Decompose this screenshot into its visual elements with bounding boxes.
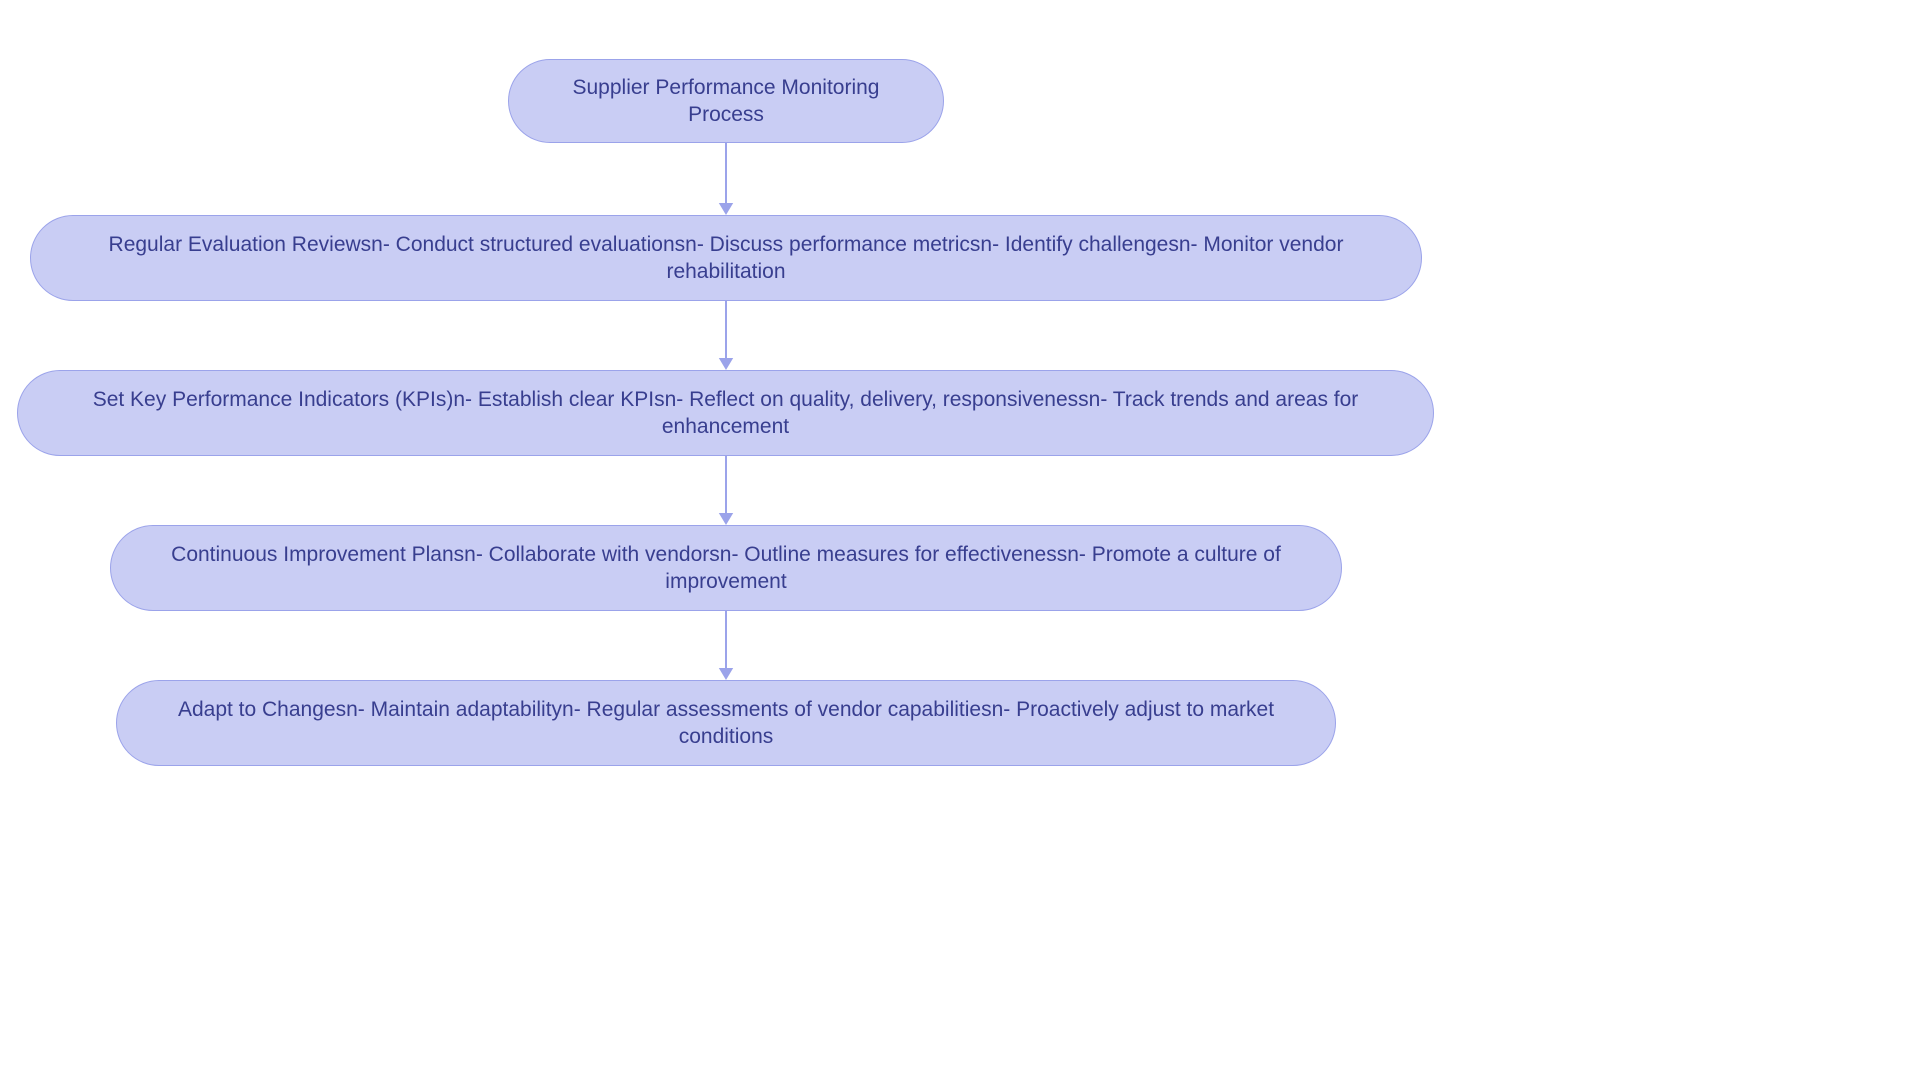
flowchart-arrow bbox=[714, 611, 738, 680]
node-label: Set Key Performance Indicators (KPIs)n- … bbox=[58, 386, 1393, 441]
flowchart-canvas: Supplier Performance Monitoring Process … bbox=[0, 0, 1920, 1083]
flowchart-arrow bbox=[714, 301, 738, 370]
node-label: Adapt to Changesn- Maintain adaptability… bbox=[157, 696, 1295, 751]
flowchart-node-step: Continuous Improvement Plansn- Collabora… bbox=[110, 525, 1342, 611]
flowchart-arrow bbox=[714, 143, 738, 215]
flowchart-node-title: Supplier Performance Monitoring Process bbox=[508, 59, 944, 143]
node-label: Regular Evaluation Reviewsn- Conduct str… bbox=[71, 231, 1381, 286]
flowchart-arrow bbox=[714, 456, 738, 525]
flowchart-node-step: Adapt to Changesn- Maintain adaptability… bbox=[116, 680, 1336, 766]
flowchart-node-step: Regular Evaluation Reviewsn- Conduct str… bbox=[30, 215, 1422, 301]
flowchart-node-step: Set Key Performance Indicators (KPIs)n- … bbox=[17, 370, 1434, 456]
node-label: Supplier Performance Monitoring Process bbox=[549, 74, 903, 129]
node-label: Continuous Improvement Plansn- Collabora… bbox=[151, 541, 1301, 596]
